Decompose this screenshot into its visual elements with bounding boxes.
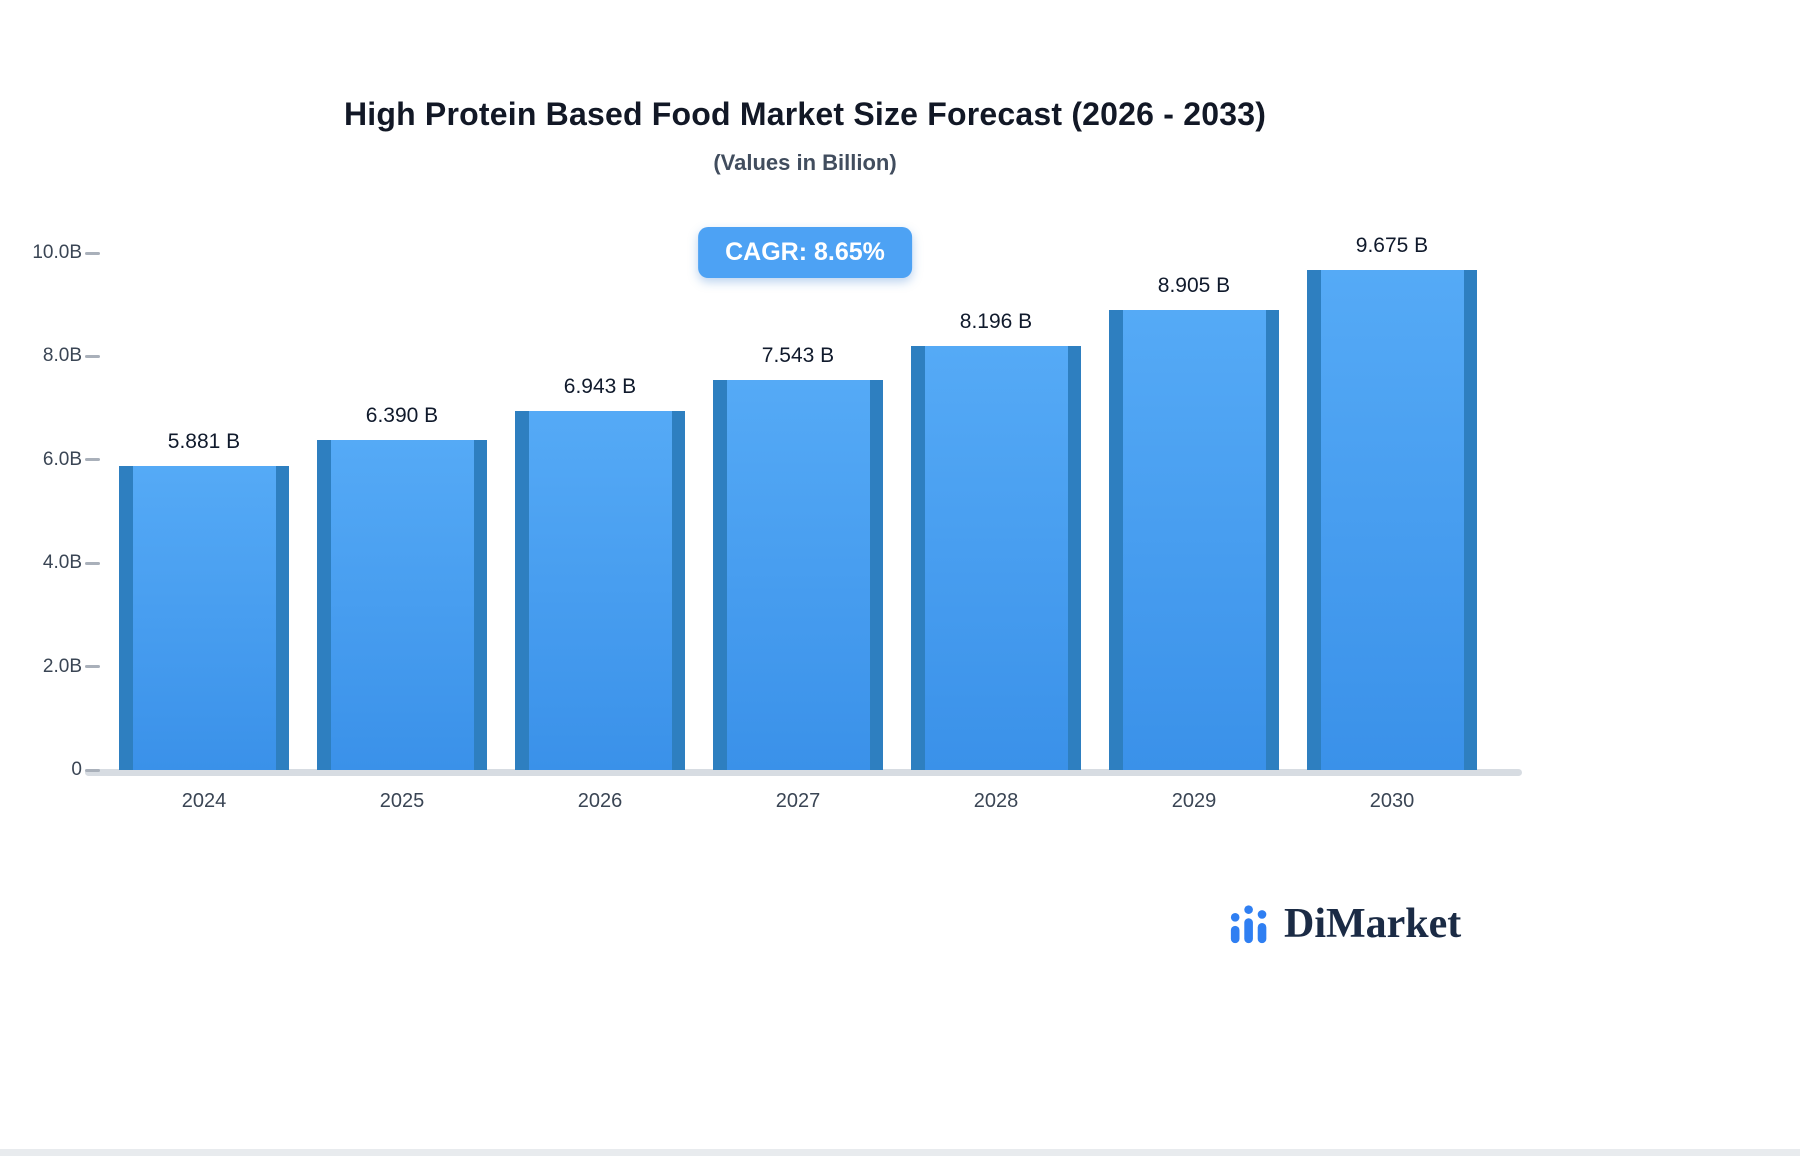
bar-value-label: 7.543 B bbox=[761, 344, 835, 368]
x-axis-label: 2024 bbox=[181, 790, 227, 812]
bar bbox=[1109, 309, 1279, 770]
brand-logo: DiMarket bbox=[1228, 901, 1461, 947]
y-axis-label: 4.0B bbox=[42, 552, 82, 574]
bar-value-label: 8.905 B bbox=[1157, 273, 1231, 297]
bar-value-label: 9.675 B bbox=[1355, 233, 1429, 257]
x-axis-baseline bbox=[85, 769, 1522, 776]
y-axis-label: 0 bbox=[71, 759, 82, 780]
x-axis-label: 2025 bbox=[379, 790, 425, 812]
y-axis-tick bbox=[85, 768, 100, 772]
cagr-badge: CAGR: 8.65% bbox=[698, 227, 912, 278]
chart-title: High Protein Based Food Market Size Fore… bbox=[343, 96, 1267, 132]
bar-value-label: 5.881 B bbox=[167, 429, 241, 453]
y-axis-tick bbox=[85, 354, 100, 358]
y-axis-tick bbox=[85, 665, 100, 669]
y-axis-label: 10.0B bbox=[32, 242, 82, 263]
brand-name: DiMarket bbox=[1284, 901, 1462, 947]
y-axis-tick bbox=[85, 458, 100, 462]
y-axis-label: 2.0B bbox=[42, 655, 82, 677]
bar-chart-logo-icon bbox=[1230, 905, 1267, 944]
bar bbox=[317, 439, 487, 770]
bar bbox=[713, 380, 883, 770]
y-axis-label: 8.0B bbox=[42, 345, 82, 367]
y-axis-label: 6.0B bbox=[42, 448, 82, 470]
x-axis-label: 2027 bbox=[775, 790, 821, 812]
plot-area: 5.881 B 2024 6.390 B 2025 6.943 B 2026 7.543 B… bbox=[32, 234, 1491, 812]
x-axis-label: 2026 bbox=[577, 790, 623, 812]
chart-subtitle: (Values in Billion) bbox=[713, 150, 897, 175]
x-axis-label: 2030 bbox=[1369, 790, 1415, 812]
y-axis-tick bbox=[85, 251, 100, 255]
x-axis-label: 2029 bbox=[1171, 790, 1217, 812]
bar-value-label: 6.943 B bbox=[563, 375, 637, 399]
bar bbox=[1307, 269, 1477, 770]
bar-value-label: 8.196 B bbox=[959, 310, 1033, 334]
bar bbox=[119, 465, 289, 770]
footer-strip bbox=[0, 1149, 1800, 1156]
bar bbox=[515, 411, 685, 770]
x-axis-label: 2028 bbox=[973, 790, 1019, 812]
bar-value-label: 6.390 B bbox=[365, 403, 439, 427]
bar bbox=[911, 346, 1081, 770]
y-axis-tick bbox=[85, 561, 100, 565]
